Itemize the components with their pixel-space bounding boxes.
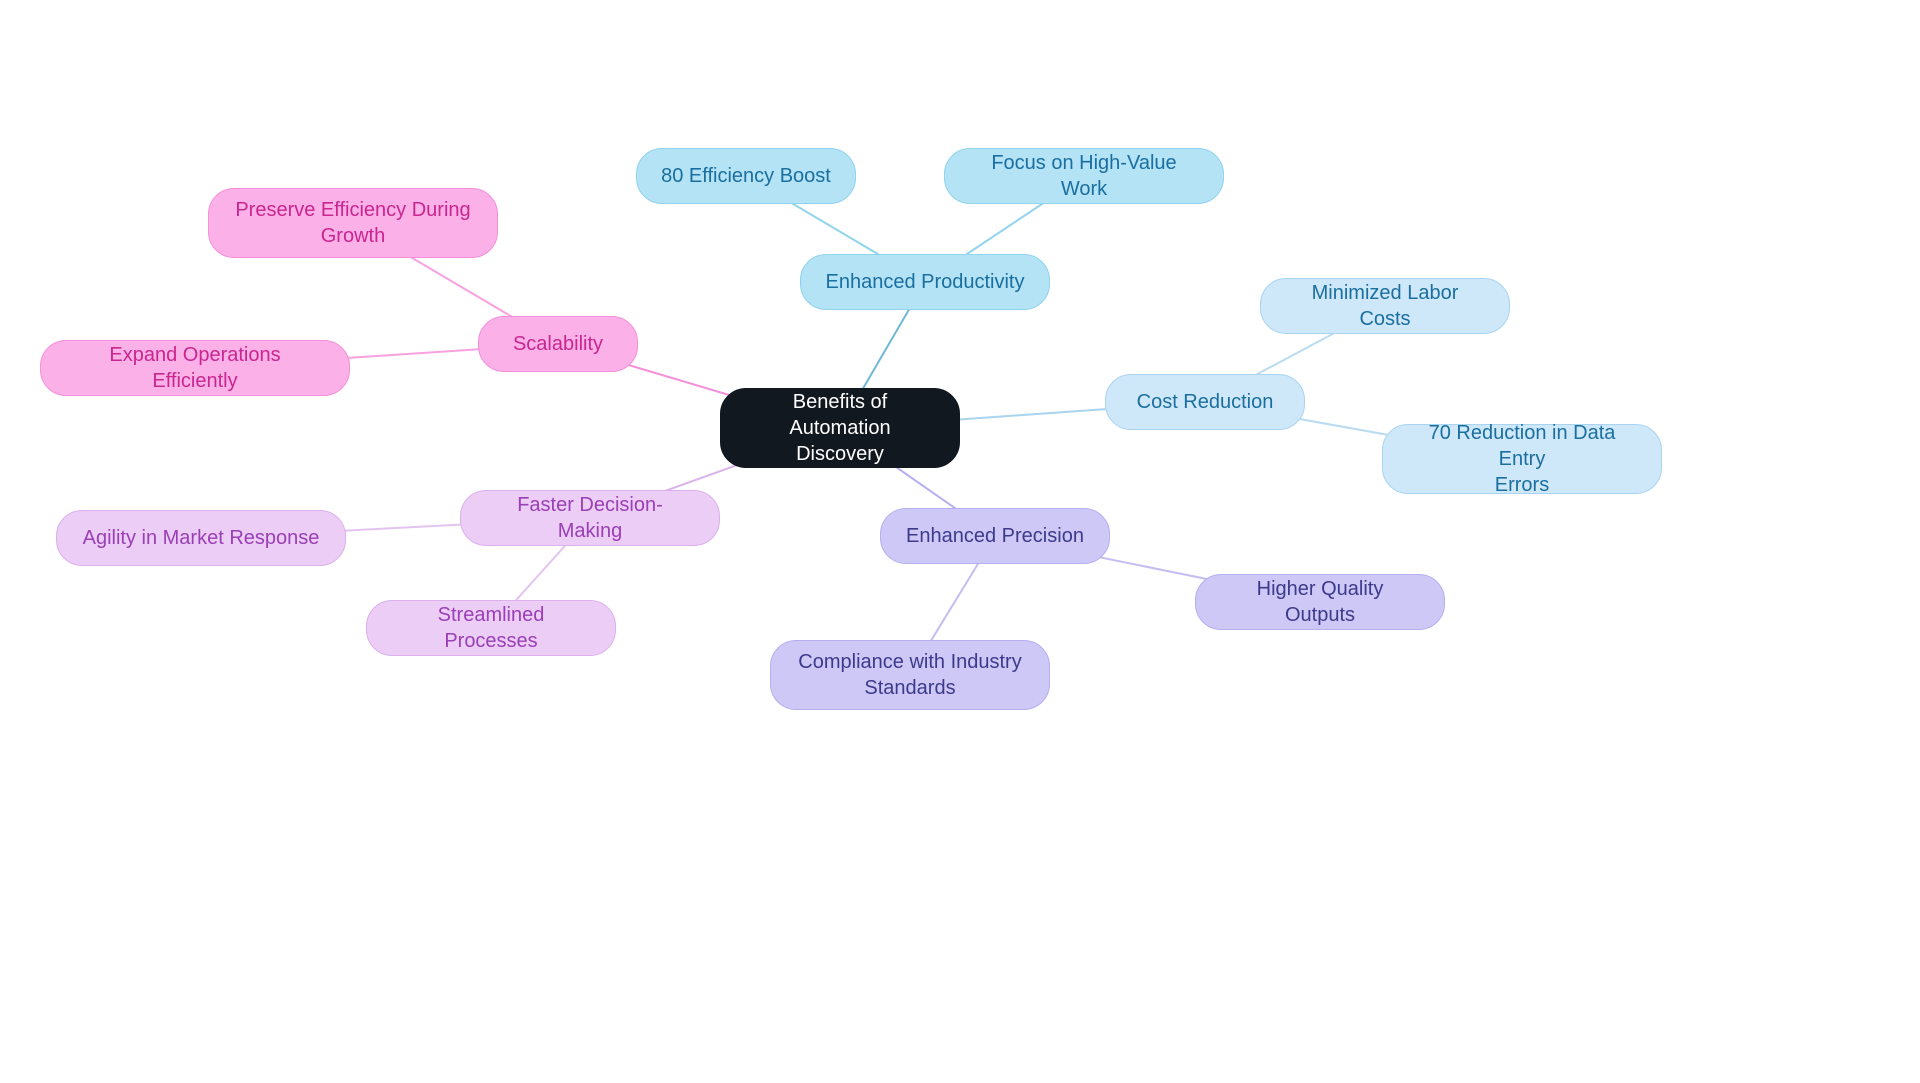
node-preserve-efficiency: Preserve Efficiency During Growth bbox=[208, 188, 498, 258]
node-efficiency-boost: 80 Efficiency Boost bbox=[636, 148, 856, 204]
node-scalability: Scalability bbox=[478, 316, 638, 372]
node-streamlined: Streamlined Processes bbox=[366, 600, 616, 656]
node-expand-operations: Expand Operations Efficiently bbox=[40, 340, 350, 396]
node-precision: Enhanced Precision bbox=[880, 508, 1110, 564]
node-center: Benefits of Automation Discovery bbox=[720, 388, 960, 468]
node-data-entry-errors: 70 Reduction in Data Entry Errors bbox=[1382, 424, 1662, 494]
node-productivity: Enhanced Productivity bbox=[800, 254, 1050, 310]
node-labor-costs: Minimized Labor Costs bbox=[1260, 278, 1510, 334]
node-quality-outputs: Higher Quality Outputs bbox=[1195, 574, 1445, 630]
node-compliance: Compliance with Industry Standards bbox=[770, 640, 1050, 710]
node-high-value-work: Focus on High-Value Work bbox=[944, 148, 1224, 204]
node-decision-making: Faster Decision-Making bbox=[460, 490, 720, 546]
node-agility: Agility in Market Response bbox=[56, 510, 346, 566]
node-cost-reduction: Cost Reduction bbox=[1105, 374, 1305, 430]
